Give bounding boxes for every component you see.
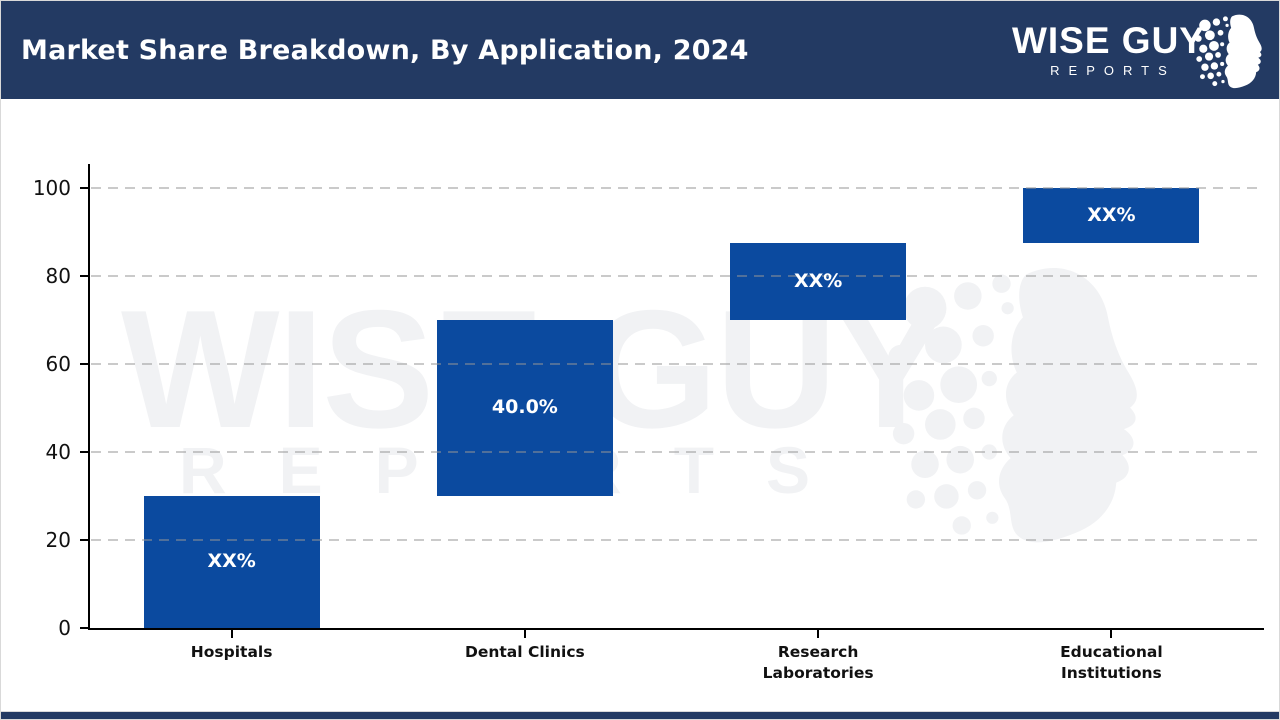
y-tick-mark-100 [80,187,88,189]
header-band: Market Share Breakdown, By Application, … [1,1,1279,99]
y-axis-tick-label: 60 [45,352,71,376]
x-axis-label-dental-clinics: Dental Clinics [464,643,585,661]
y-axis-tick-label: 40 [45,440,71,464]
bar-dental-clinics [436,320,613,496]
x-tick-mark [230,630,233,638]
dotted-head-logo-icon [1191,6,1273,94]
x-tick-mark [1110,630,1113,638]
logo-text: WISE GUY REPORTS [1012,22,1205,78]
y-tick-mark-20 [80,539,88,541]
y-tick-mark-60 [80,363,88,365]
gridline-60 [91,363,1263,365]
bar-chart-canvas: WISE GUY REPORTS 020406080100XX%40.0%XX%… [1,99,1279,714]
y-tick-mark-80 [80,275,88,277]
bar-hospitals [143,496,320,628]
logo-sub-text: REPORTS [1050,63,1176,78]
y-axis-tick-label: 100 [32,176,71,200]
x-axis-label-research-laboratories: Research Laboratories [762,643,874,682]
logo-brand-text: WISE GUY [1011,20,1205,61]
bar-value-label: XX% [207,550,256,572]
y-tick-mark-0 [80,627,88,629]
x-axis-label-hospitals: Hospitals [190,643,273,661]
watermark-head-icon [873,227,1179,573]
y-axis-tick-label: 80 [45,264,71,288]
x-axis-line [88,628,1264,630]
bar-value-label: 40.0% [491,396,558,418]
bottom-hairline [1,711,1279,712]
gridline-80 [91,275,1263,277]
x-axis-label-educational-institutions: Educational Institutions [1060,643,1163,682]
bar-educational-institutions [1023,188,1200,243]
bar-research-laboratories [730,243,907,320]
y-axis-line [88,164,90,630]
gridline-100 [91,187,1263,189]
gridline-40 [91,451,1263,453]
y-axis-tick-label: 20 [45,528,71,552]
bar-value-label: XX% [793,269,843,292]
y-axis-tick-label: 0 [58,616,71,640]
y-tick-mark-40 [80,451,88,453]
footer-bar [1,712,1279,719]
x-tick-mark [817,630,820,638]
bar-value-label: XX% [1087,203,1136,226]
x-tick-mark [523,630,526,638]
wise-guy-reports-logo: WISE GUY REPORTS [1012,1,1273,99]
page-title: Market Share Breakdown, By Application, … [21,34,749,66]
gridline-20 [91,539,1263,541]
